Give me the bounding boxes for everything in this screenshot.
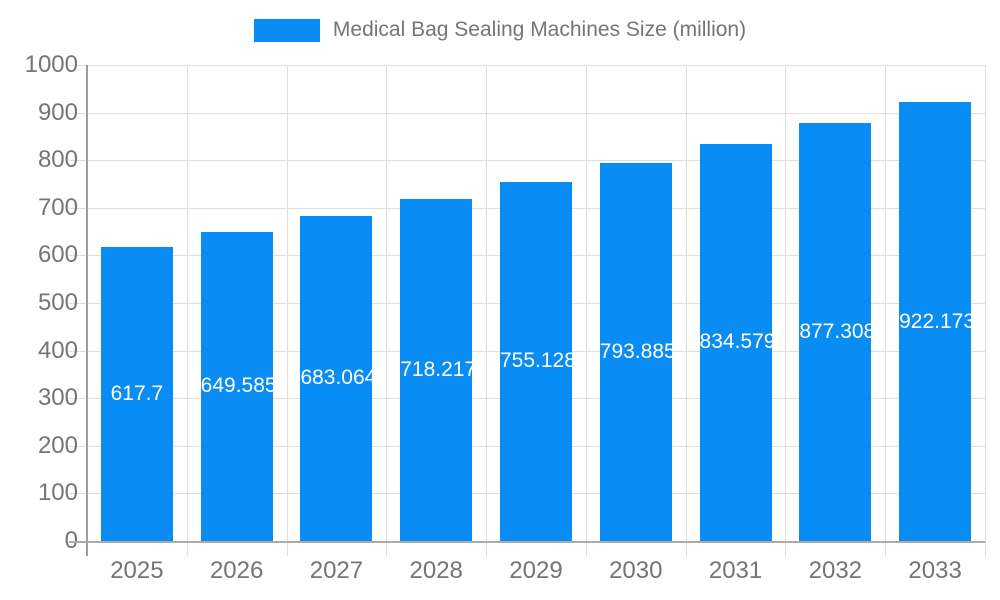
- x-axis-label: 2031: [708, 557, 763, 584]
- y-axis-label: 300: [37, 384, 78, 412]
- bar-value-label: 649.585: [200, 374, 273, 398]
- bar[interactable]: 877.308: [799, 123, 872, 541]
- y-axis-label: 700: [37, 193, 78, 221]
- gridline-vertical: [386, 65, 388, 541]
- x-axis-tick: [985, 541, 986, 556]
- x-axis-label: 2032: [808, 557, 863, 584]
- bar-value-label: 755.128: [500, 349, 572, 373]
- x-axis-tick: [286, 541, 288, 556]
- y-axis-tick: [69, 398, 87, 400]
- gridline-vertical: [985, 65, 986, 541]
- gridline-horizontal: [87, 160, 985, 162]
- x-axis-tick: [486, 541, 488, 556]
- y-axis-tick: [69, 207, 87, 209]
- legend-swatch: [253, 18, 320, 42]
- gridline-vertical: [885, 65, 887, 541]
- y-axis-tick: [69, 112, 87, 114]
- x-axis-tick: [785, 541, 787, 556]
- y-axis-tick: [69, 493, 87, 495]
- y-axis-label: 0: [0, 528, 78, 554]
- y-axis-label: 900: [37, 98, 78, 126]
- gridline-horizontal: [87, 112, 985, 114]
- legend-label: Medical Bag Sealing Machines Size (milli…: [332, 18, 747, 41]
- y-axis-tick: [69, 160, 87, 162]
- bar-value-label: 718.217: [400, 358, 473, 382]
- x-axis-label: 2029: [509, 557, 563, 584]
- x-axis-tick: [585, 541, 587, 556]
- y-axis-label: 400: [37, 336, 78, 364]
- y-axis-line: [86, 65, 88, 556]
- x-axis-label: 2028: [409, 557, 463, 584]
- bar-value-label: 617.7: [110, 381, 164, 405]
- y-axis-tick: [69, 255, 87, 257]
- bar[interactable]: 793.885: [599, 163, 672, 541]
- x-axis-label: 2033: [908, 557, 962, 584]
- y-axis-tick: [69, 303, 87, 304]
- gridline-horizontal: [87, 65, 985, 66]
- y-axis-tick: [69, 65, 87, 66]
- x-axis-label: 2030: [609, 557, 663, 584]
- x-axis-tick: [685, 541, 687, 556]
- x-axis-label: 2025: [110, 557, 164, 584]
- bar[interactable]: 834.579: [699, 143, 772, 541]
- x-axis-tick: [386, 541, 388, 556]
- y-axis-label: 800: [37, 146, 78, 174]
- gridline-vertical: [785, 65, 787, 541]
- y-axis-label: 100: [37, 479, 78, 507]
- bar[interactable]: 755.128: [500, 181, 572, 541]
- gridline-vertical: [186, 65, 188, 541]
- gridline-vertical: [486, 65, 488, 541]
- y-axis-label: 200: [37, 431, 78, 459]
- bar-value-label: 793.885: [599, 340, 672, 364]
- gridline-vertical: [286, 65, 288, 541]
- bar[interactable]: 922.173: [899, 102, 972, 541]
- y-axis-tick: [69, 445, 87, 447]
- x-axis-label: 2026: [209, 557, 264, 584]
- y-axis-label: 500: [37, 289, 78, 316]
- bar[interactable]: 718.217: [400, 199, 473, 541]
- bar-value-label: 877.308: [799, 320, 872, 344]
- gridline-vertical: [685, 65, 687, 541]
- bar[interactable]: 649.585: [200, 231, 273, 541]
- x-axis-label: 2027: [309, 557, 364, 584]
- x-axis-tick: [885, 541, 887, 556]
- bar-value-label: 834.579: [699, 330, 772, 354]
- bar[interactable]: 617.7: [100, 246, 173, 541]
- bar[interactable]: 683.064: [300, 215, 373, 541]
- legend[interactable]: Medical Bag Sealing Machines Size (milli…: [0, 18, 1000, 42]
- bar-value-label: 922.173: [899, 309, 972, 333]
- gridline-vertical: [585, 65, 587, 541]
- y-axis-label: 600: [37, 241, 78, 269]
- bar-value-label: 683.064: [300, 366, 373, 390]
- x-axis-line: [69, 541, 985, 543]
- y-axis-label: 1000: [24, 51, 78, 78]
- y-axis-tick: [69, 350, 87, 352]
- x-axis-tick: [186, 541, 188, 556]
